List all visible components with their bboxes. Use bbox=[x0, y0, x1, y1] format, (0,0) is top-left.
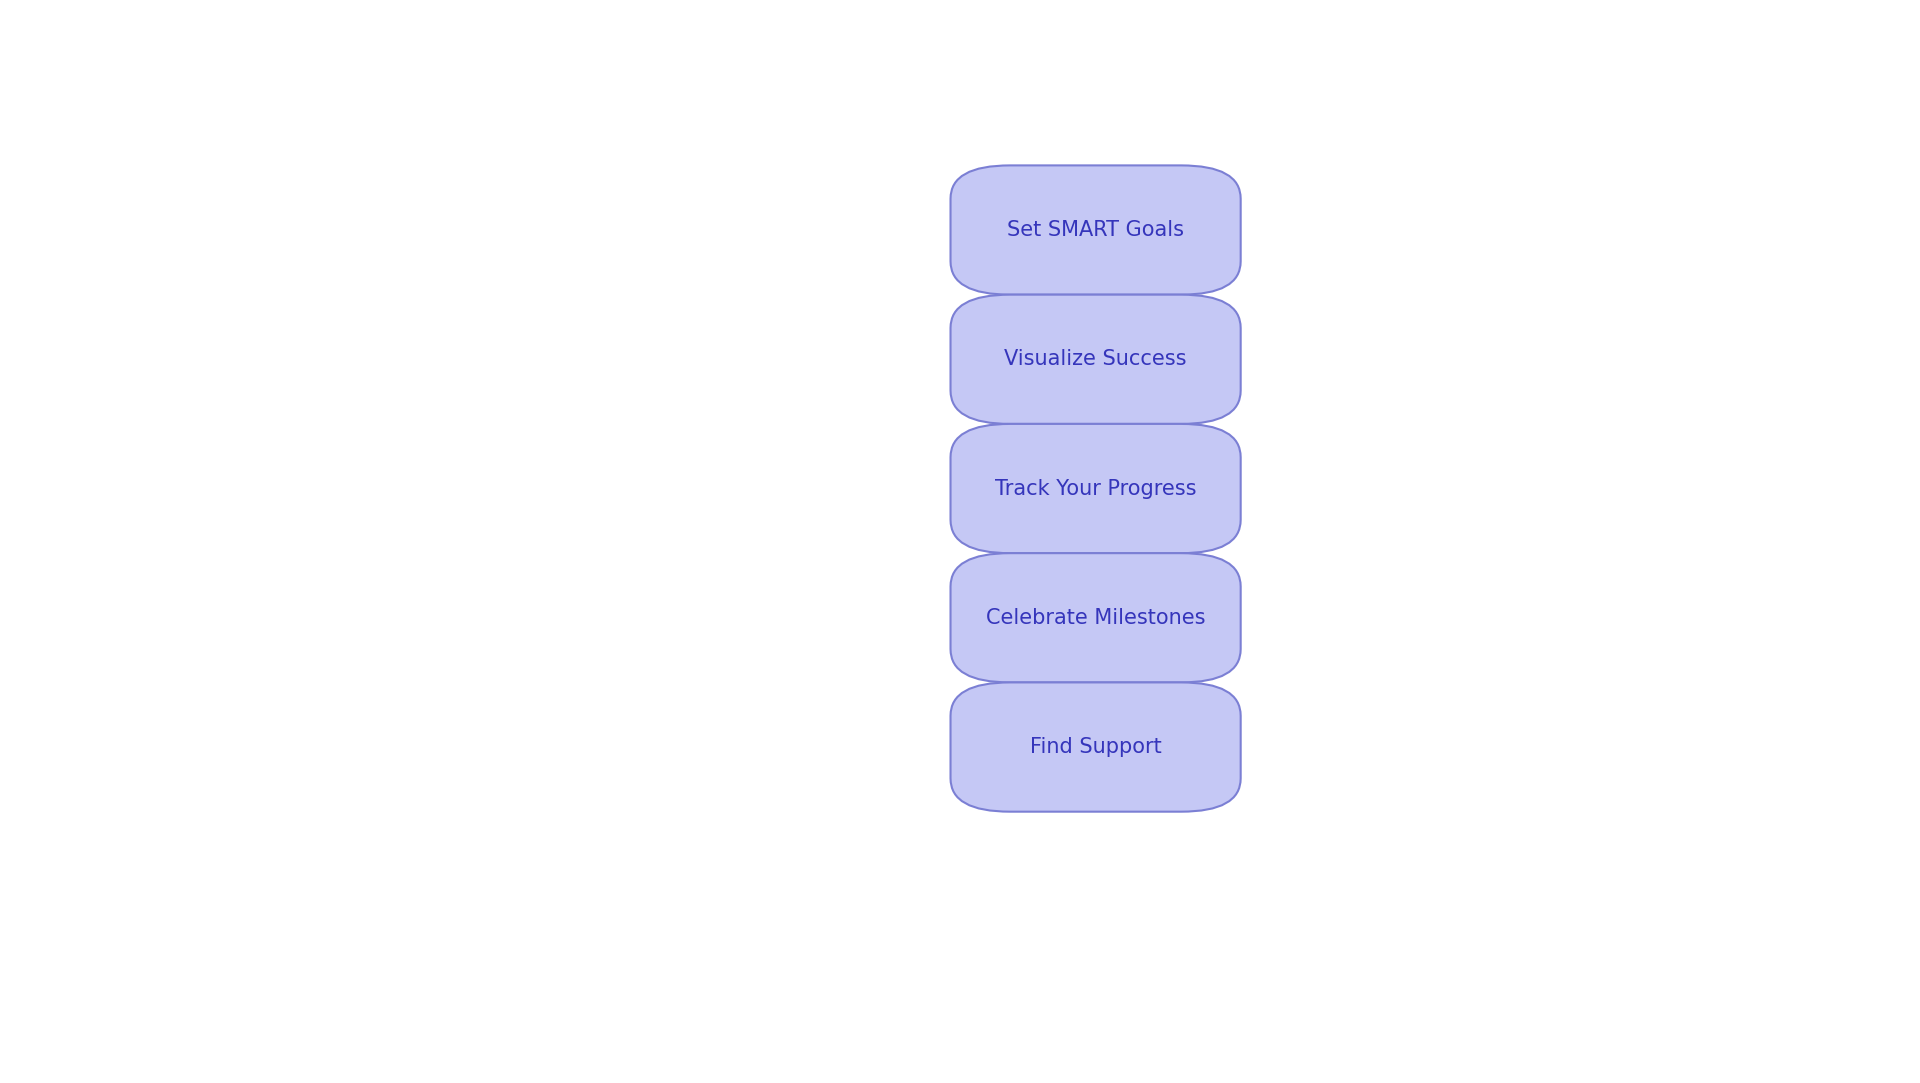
Text: Visualize Success: Visualize Success bbox=[1004, 350, 1187, 369]
FancyBboxPatch shape bbox=[950, 166, 1240, 295]
Text: Celebrate Milestones: Celebrate Milestones bbox=[985, 608, 1206, 628]
Text: Set SMART Goals: Set SMART Goals bbox=[1008, 220, 1185, 240]
FancyBboxPatch shape bbox=[950, 423, 1240, 553]
Text: Find Support: Find Support bbox=[1029, 738, 1162, 757]
FancyBboxPatch shape bbox=[950, 682, 1240, 811]
FancyBboxPatch shape bbox=[950, 553, 1240, 682]
Text: Track Your Progress: Track Your Progress bbox=[995, 479, 1196, 498]
FancyBboxPatch shape bbox=[950, 295, 1240, 423]
